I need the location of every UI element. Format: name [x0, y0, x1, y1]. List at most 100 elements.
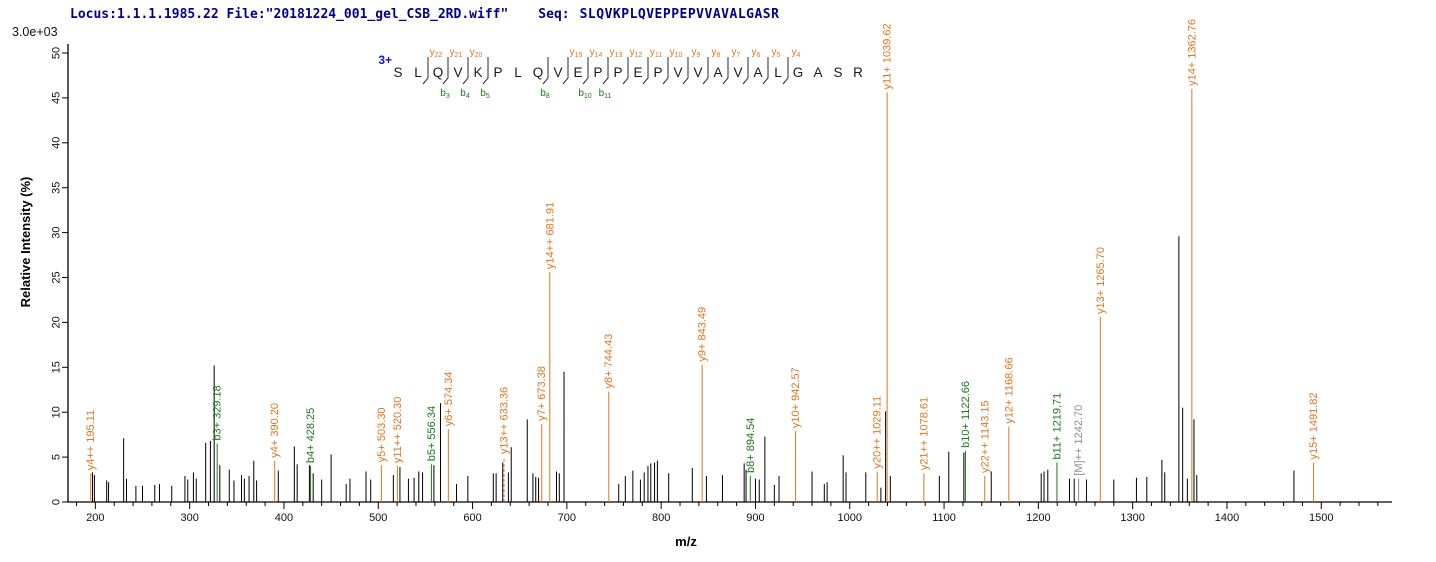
x-tick-label: 500 — [369, 512, 387, 524]
y-tick-label: 0 — [51, 499, 63, 505]
peak-annotation: y14++ 681.91 — [544, 202, 556, 269]
y-ion-marker-label: y8 — [712, 47, 721, 59]
peak-annotation: b4+ 428.25 — [305, 408, 317, 463]
b-ion-marker-label: b5 — [480, 88, 490, 100]
peak-annotation: y6+ 574.34 — [443, 372, 455, 427]
peak-annotation: b3+ 329.18 — [212, 385, 224, 440]
y-ion-marker-label: y22 — [430, 47, 443, 59]
y-tick-label: 40 — [51, 137, 63, 149]
y-ion-marker-label: y15 — [570, 47, 583, 59]
cleavage-mark — [782, 57, 789, 85]
cleavage-mark — [722, 57, 729, 85]
x-tick-label: 300 — [180, 512, 198, 524]
cleavage-mark — [602, 57, 609, 85]
residue-letter: Q — [533, 65, 544, 80]
residue-letter: L — [414, 65, 422, 80]
residue-letter: L — [514, 65, 522, 80]
peak-annotation: y13++ 633.36 — [499, 387, 511, 454]
cleavage-mark — [582, 57, 589, 85]
y-ion-marker-label: y11 — [650, 47, 662, 59]
peak-annotation: y4+ 390.20 — [269, 403, 281, 458]
y-ion-marker-label: y12 — [630, 47, 643, 59]
cleavage-mark — [622, 57, 629, 85]
precursor-charge-label: 3+ — [378, 53, 392, 67]
y-tick-label: 45 — [51, 92, 63, 104]
y-axis-title: Relative Intensity (%) — [18, 177, 33, 308]
intensity-scale-label: 3.0e+03 — [12, 25, 58, 39]
y-tick-label: 20 — [51, 316, 63, 328]
peak-annotation: y10+ 942.57 — [790, 367, 802, 428]
y-ion-marker-label: y7 — [732, 47, 741, 59]
y-ion-marker-label: y9 — [692, 47, 701, 59]
residue-letter: S — [393, 65, 402, 80]
y-ion-marker-label: y21 — [450, 47, 463, 59]
locus-file-label: Locus:1.1.1.1985.22 File:"20181224_001_g… — [70, 7, 509, 22]
cleavage-mark — [762, 57, 769, 85]
cleavage-mark — [422, 57, 429, 85]
peak-annotation: b5+ 556.34 — [426, 406, 438, 461]
x-tick-label: 900 — [746, 512, 764, 524]
residue-letter: E — [573, 65, 582, 80]
y-tick-label: 25 — [51, 271, 63, 283]
residue-letter: K — [473, 65, 482, 80]
residue-letter: P — [493, 65, 502, 80]
x-tick-label: 700 — [558, 512, 576, 524]
y-ion-marker-label: y14 — [590, 47, 603, 59]
y-tick-label: 30 — [51, 226, 63, 238]
peak-annotation: y5+ 503.30 — [376, 407, 388, 462]
y-ion-marker-label: y13 — [610, 47, 623, 59]
seq-label: Seq: — [538, 7, 570, 22]
residue-letter: A — [813, 65, 822, 80]
cleavage-mark — [562, 57, 569, 85]
residue-letter: V — [553, 65, 562, 80]
x-tick-label: 600 — [463, 512, 481, 524]
residue-letter: L — [774, 65, 782, 80]
residue-letter: G — [793, 65, 804, 80]
residue-letter: V — [453, 65, 462, 80]
peak-annotation: y11+ 1039.62 — [882, 23, 894, 89]
x-axis-title: m/z — [675, 534, 697, 549]
y-tick-label: 5 — [51, 454, 63, 460]
peak-annotation: b8+ 894.54 — [745, 418, 757, 473]
cleavage-mark — [682, 57, 689, 85]
y-tick-label: 15 — [51, 361, 63, 373]
labeled-peaks-group: y4++ 195.11 b3+ 329.18 y4+ 390.20 b4+ 428.2… — [85, 19, 1320, 502]
residue-letter: P — [613, 65, 622, 80]
y-tick-label: 35 — [51, 182, 63, 194]
x-tick-label: 1500 — [1309, 512, 1333, 524]
x-tick-label: 800 — [652, 512, 670, 524]
peak-annotation: y8+ 744.43 — [603, 334, 615, 389]
peak-annotation: y13+ 1265.70 — [1095, 247, 1107, 314]
y-ion-marker-label: y10 — [670, 47, 683, 59]
cleavage-mark — [642, 57, 649, 85]
peak-annotation: y14+ 1362.76 — [1186, 19, 1198, 86]
peak-annotation: b10+ 1122.66 — [960, 381, 972, 448]
b-ion-marker-label: b4 — [460, 88, 470, 100]
peak-annotation: y4++ 195.11 — [85, 410, 97, 470]
x-tick-label: 1000 — [838, 512, 862, 524]
peak-annotation: y15+ 1491.82 — [1308, 393, 1320, 460]
x-tick-label: 1100 — [932, 512, 956, 524]
y-ion-marker-label: y6 — [752, 47, 761, 59]
cleavage-mark — [442, 57, 449, 85]
peak-annotation: y9+ 843.49 — [697, 307, 709, 362]
y-ion-marker-label: y4 — [792, 47, 801, 59]
residue-letter: P — [593, 65, 602, 80]
axes-group: 200 300 400 500 600 700 800 900 1000 1100 1200 1300… — [51, 44, 1392, 524]
peak-annotation: y22++ 1143.15 — [979, 400, 991, 473]
x-tick-label: 1200 — [1026, 512, 1050, 524]
cleavage-mark — [662, 57, 669, 85]
residue-letter: P — [653, 65, 662, 80]
x-tick-label: 1300 — [1120, 512, 1144, 524]
cleavage-mark — [542, 57, 549, 85]
cleavage-mark — [482, 57, 489, 85]
peak-annotation: y11++ 520.30 — [392, 397, 404, 463]
x-tick-label: 1400 — [1215, 512, 1239, 524]
residue-letter: A — [713, 65, 722, 80]
cleavage-mark — [702, 57, 709, 85]
y-tick-label: 50 — [51, 47, 63, 59]
b-ion-marker-label: b8 — [540, 88, 550, 100]
peak-annotation: [M]++ 1242.70 — [1073, 405, 1085, 476]
